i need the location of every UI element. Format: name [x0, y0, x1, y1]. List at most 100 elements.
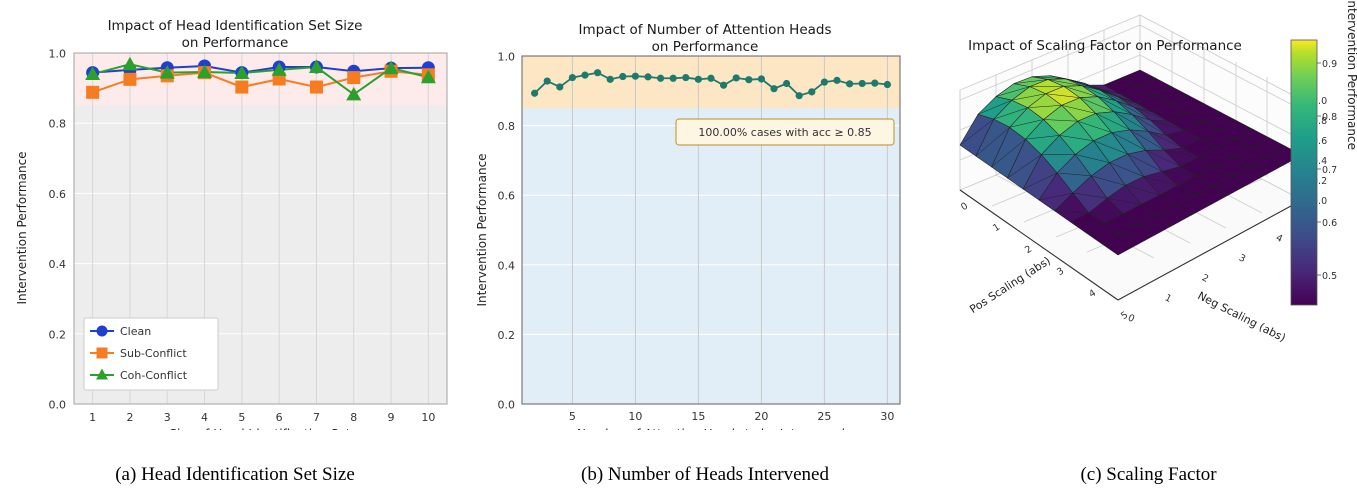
svg-text:1.0: 1.0 [49, 48, 67, 61]
panel-b-annotation: 100.00% cases with acc ≥ 0.85 [675, 118, 895, 146]
svg-text:0.8: 0.8 [498, 120, 516, 133]
svg-text:0.6: 0.6 [49, 188, 67, 201]
svg-text:3: 3 [1237, 252, 1247, 265]
panel-a-title-line1: Impact of Head Identification Set Size [107, 18, 363, 34]
panel-b-point [682, 73, 690, 82]
legend-item-coh-conflict[interactable]: Coh-Conflict [90, 368, 188, 383]
panel-b-attention-heads: Impact of Number of Attention Heads on P… [470, 0, 940, 498]
panel-a-head-identification: Impact of Head Identification Set Size o… [0, 0, 470, 498]
panel-a-xlabel: Size of Head Identification Set [169, 427, 351, 430]
panel-b-point [820, 78, 828, 86]
panel-c-plot: 0 1 2 3 4 5 0 1 2 3 4 5 1.0 0.8 0.6 0. [959, 14, 1337, 345]
markers-coh-conflict [85, 56, 436, 101]
panel-b-point [531, 89, 539, 97]
panel-b-point [833, 76, 841, 84]
legend-label-sub-conflict: Sub-Conflict [120, 347, 187, 360]
panel-b-xticks: 5 10 15 20 25 30 [569, 410, 895, 423]
svg-text:9: 9 [388, 411, 395, 424]
panel-b-point [795, 92, 803, 100]
legend-item-sub-conflict[interactable]: Sub-Conflict [90, 347, 187, 360]
svg-text:0.7: 0.7 [1322, 165, 1337, 176]
svg-text:0.9: 0.9 [1322, 59, 1337, 70]
svg-text:1: 1 [89, 411, 96, 424]
series-coh-conflict [92, 63, 429, 96]
panel-b-point [732, 74, 740, 82]
panel-b-point [644, 73, 652, 81]
svg-text:0.0: 0.0 [1312, 196, 1327, 207]
svg-text:25: 25 [817, 410, 831, 423]
panel-b-plot: 100.00% cases with acc ≥ 0.85 1.0 0.8 0.… [475, 51, 901, 430]
panel-b-point [568, 73, 576, 82]
panel-b-point [720, 81, 728, 89]
panel-b-point [694, 75, 702, 83]
svg-text:0.2: 0.2 [498, 329, 516, 342]
panel-b-point [808, 88, 816, 96]
svg-text:2: 2 [126, 411, 133, 424]
panel-b-xlabel: Number of Attention Heads to be Interven… [577, 427, 845, 430]
panel-b-point [631, 72, 639, 80]
svg-text:1: 1 [1163, 292, 1173, 305]
panel-c-surface-mesh [959, 69, 1303, 256]
svg-text:1.0: 1.0 [498, 51, 516, 64]
panel-c-caption: (c) Scaling Factor [1080, 464, 1217, 485]
svg-text:0: 0 [959, 201, 970, 214]
svg-text:4: 4 [1087, 288, 1098, 301]
svg-text:0.4: 0.4 [1312, 156, 1327, 167]
legend-item-clean[interactable]: Clean [90, 325, 151, 338]
svg-text:3: 3 [164, 411, 171, 424]
svg-text:30: 30 [880, 410, 894, 423]
panel-a-caption: (a) Head Identification Set Size [115, 464, 355, 485]
panel-c-xlabel: Pos Scaling (abs) [967, 254, 1053, 316]
panel-a-xticks: 1 2 3 4 5 6 7 8 9 10 [89, 411, 435, 424]
panel-b-point [669, 74, 677, 82]
panel-c-colorbar: 0.9 0.8 0.7 0.6 0.5 [1290, 39, 1337, 306]
svg-text:4: 4 [201, 411, 208, 424]
series-sub-conflict [92, 70, 429, 94]
svg-text:2: 2 [1023, 244, 1034, 257]
svg-text:0.4: 0.4 [498, 259, 516, 272]
svg-text:10: 10 [628, 410, 642, 423]
panel-a-frame [73, 52, 448, 405]
svg-text:0.2: 0.2 [49, 328, 67, 341]
svg-text:7: 7 [313, 411, 320, 424]
svg-text:1: 1 [991, 222, 1002, 235]
panel-b-caption: (b) Number of Heads Intervened [581, 464, 829, 485]
panel-b-point [883, 80, 891, 89]
panel-b-title-line2: on Performance [651, 39, 759, 55]
panel-b-point [783, 79, 791, 88]
svg-text:20: 20 [754, 410, 768, 423]
svg-text:0.8: 0.8 [1322, 112, 1337, 123]
panel-c-colorbar-label: Intervention Performance [1345, 0, 1357, 150]
panel-b-title-line1: Impact of Number of Attention Heads [578, 22, 832, 38]
svg-text:0.6: 0.6 [498, 190, 516, 203]
panel-b-frame [521, 55, 901, 405]
panel-b-point [858, 79, 866, 88]
svg-text:0.0: 0.0 [498, 399, 516, 412]
panel-b-point [846, 80, 854, 88]
panel-b-point [657, 74, 665, 82]
panel-a-yticks: 1.0 0.8 0.6 0.4 0.2 0.0 [49, 48, 67, 412]
panel-c-title: Impact of Scaling Factor on Performance [968, 38, 1242, 54]
panel-a-ylabel: Intervention Performance [15, 151, 29, 304]
panel-b-point [757, 75, 765, 83]
panel-b-point [581, 71, 589, 79]
panel-c-scaling-factor: Impact of Scaling Factor on Performance [940, 0, 1357, 498]
panel-b-series-group [531, 69, 891, 100]
panel-a-title-line2: on Performance [181, 35, 289, 51]
svg-text:0.8: 0.8 [1312, 116, 1327, 127]
panel-b-title: Impact of Number of Attention Heads on P… [470, 22, 940, 56]
panel-a-title: Impact of Head Identification Set Size o… [0, 18, 470, 52]
svg-text:6: 6 [276, 411, 283, 424]
svg-text:4: 4 [1274, 232, 1284, 245]
svg-text:8: 8 [350, 411, 357, 424]
panel-a-legend[interactable]: Clean Sub-Conflict Coh-Conflict [83, 317, 219, 391]
svg-text:0.6: 0.6 [1312, 136, 1327, 147]
svg-text:2: 2 [1200, 272, 1210, 285]
panel-b-ylabel: Intervention Performance [475, 153, 489, 306]
panel-b-vgridlines [571, 56, 888, 404]
panel-b-point [871, 79, 879, 87]
panel-b-point [606, 75, 614, 83]
panel-a-plot: 1.0 0.8 0.6 0.4 0.2 0.0 1 2 3 4 5 6 7 8 … [15, 48, 448, 430]
panel-c-ylabel: Neg Scaling (abs) [1195, 289, 1287, 345]
